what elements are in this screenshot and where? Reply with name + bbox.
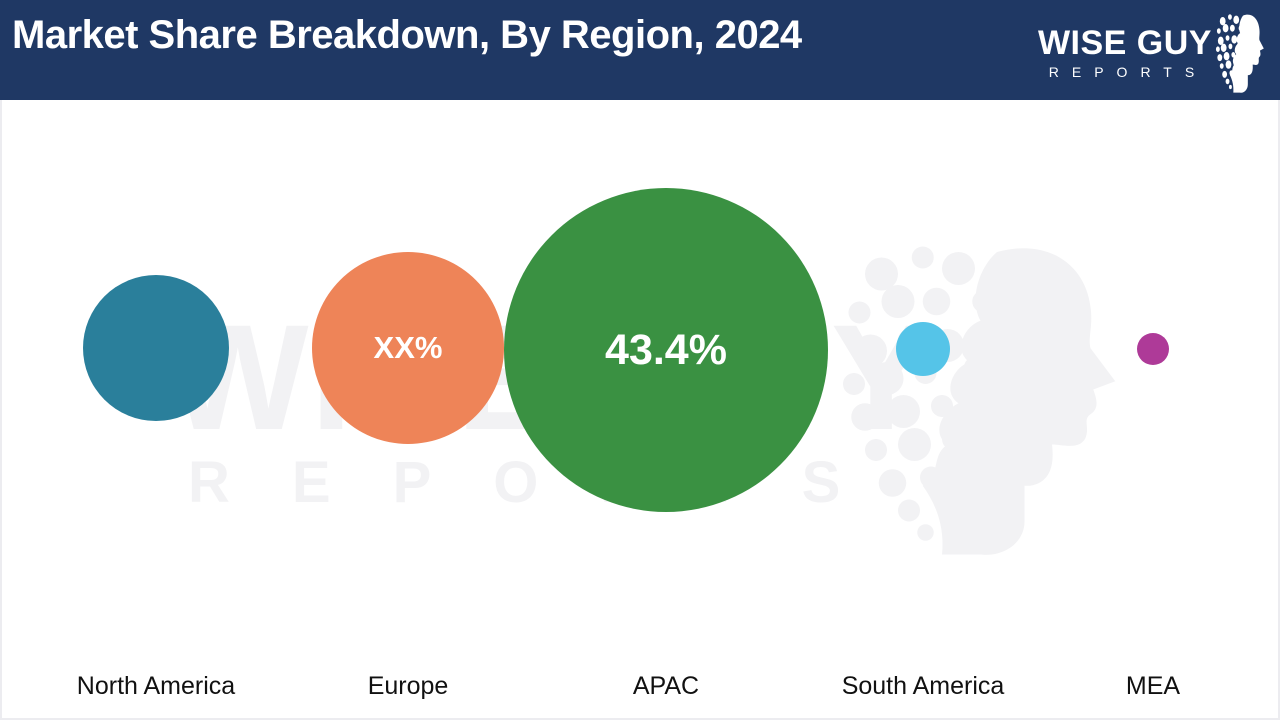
bubble-mea	[1137, 333, 1169, 365]
bubble-apac: 43.4%	[504, 188, 828, 512]
chart-area: WISE GUY REPORTS North AmericaXX%Europe4…	[0, 100, 1280, 720]
region-label-south-america: South America	[841, 672, 1005, 700]
watermark-head-icon	[843, 246, 1116, 555]
logo-text: WISE GUY REPORTS	[1038, 26, 1212, 80]
watermark-tagline: REPORTS	[188, 450, 903, 515]
bubble-north-america	[83, 275, 229, 421]
bubble-south-america	[896, 322, 950, 376]
wiseguy-head-icon	[1215, 14, 1264, 93]
wiseguy-logo: WISE GUY REPORTS	[1038, 4, 1272, 94]
bubble-europe: XX%	[312, 252, 504, 444]
region-label-europe: Europe	[367, 672, 449, 700]
logo-wordmark: WISE GUY	[1037, 24, 1212, 62]
header-bar: Market Share Breakdown, By Region, 2024 …	[0, 0, 1280, 100]
region-label-mea: MEA	[1125, 672, 1181, 700]
logo-tagline: REPORTS	[1048, 64, 1208, 80]
page-title: Market Share Breakdown, By Region, 2024	[12, 13, 802, 57]
bubble-value-apac: 43.4%	[605, 325, 727, 374]
bubble-value-europe: XX%	[373, 330, 443, 365]
region-label-north-america: North America	[76, 672, 236, 700]
region-label-apac: APAC	[632, 672, 700, 700]
